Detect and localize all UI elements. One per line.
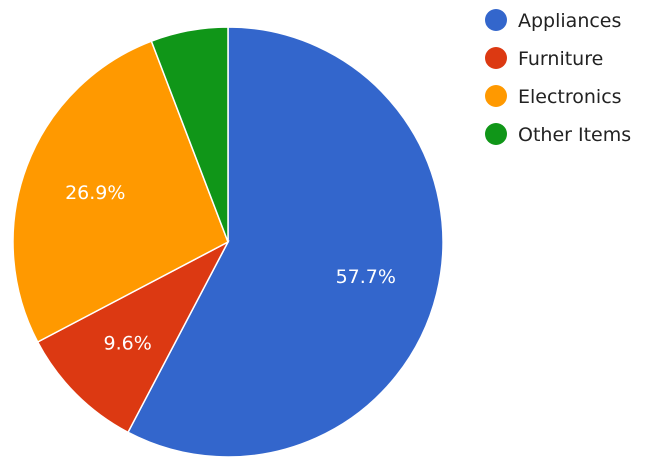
- slice-label-appliances: 57.7%: [336, 266, 396, 288]
- slice-other-items[interactable]: [150, 26, 229, 243]
- legend-item-electronics[interactable]: Electronics: [485, 85, 622, 108]
- legend-label-appliances: Appliances: [518, 10, 621, 32]
- pie-slice-labels: 57.7% 9.6% 26.9%: [65, 182, 396, 354]
- slice-label-electronics: 26.9%: [65, 182, 125, 204]
- legend-item-furniture[interactable]: Furniture: [485, 47, 603, 70]
- legend-label-electronics: Electronics: [518, 86, 622, 108]
- legend-item-appliances[interactable]: Appliances: [485, 9, 621, 32]
- legend-label-other-items: Other Items: [518, 124, 631, 146]
- legend-swatch-other-items: [485, 123, 507, 145]
- legend-label-furniture: Furniture: [518, 48, 603, 70]
- slice-electronics[interactable]: [12, 40, 229, 344]
- legend-swatch-electronics: [485, 85, 507, 107]
- slice-furniture[interactable]: [36, 240, 230, 434]
- legend-swatch-furniture: [485, 47, 507, 69]
- legend: Appliances Furniture Electronics Other Item…: [485, 9, 631, 146]
- legend-swatch-appliances: [485, 9, 507, 31]
- slice-label-furniture: 9.6%: [104, 332, 152, 354]
- pie-slices: [12, 26, 444, 457]
- legend-item-other-items[interactable]: Other Items: [485, 123, 631, 146]
